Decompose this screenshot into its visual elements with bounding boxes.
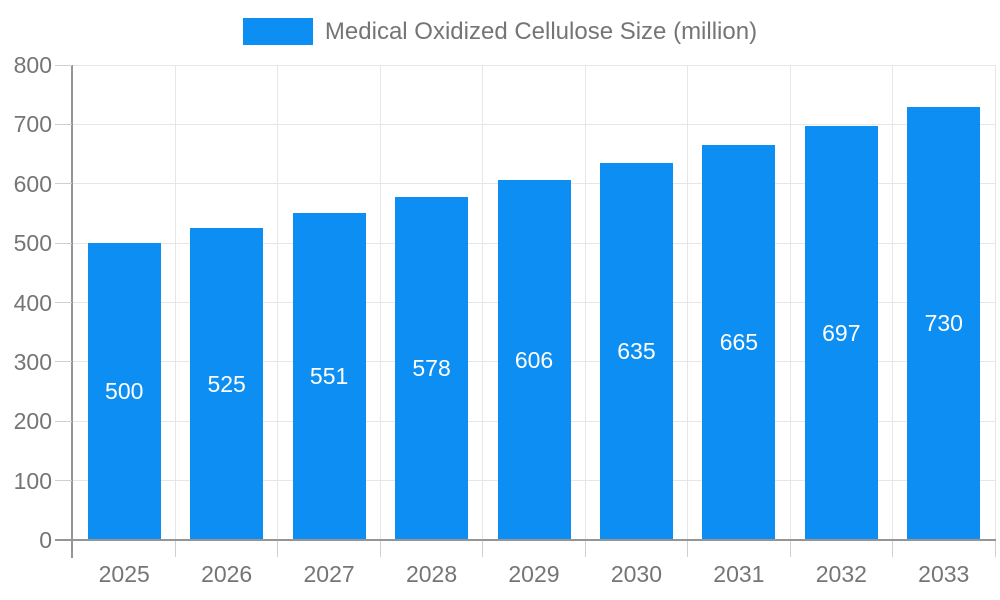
x-axis-line	[55, 539, 996, 541]
x-axis-tick	[584, 541, 586, 557]
y-axis-tick	[55, 480, 72, 482]
grid-line-vertical	[789, 65, 791, 540]
x-axis-tick	[174, 541, 176, 557]
grid-line-vertical	[687, 65, 689, 540]
y-axis-tick	[55, 183, 72, 185]
y-axis-tick	[55, 302, 72, 303]
bar[interactable]: 578	[395, 196, 469, 540]
plot-area: 500 525 551 578 606 635 665 697 730	[73, 64, 996, 540]
y-axis-tick	[55, 242, 72, 244]
legend-label: Medical Oxidized Cellulose Size (million…	[324, 18, 758, 45]
grid-line-vertical	[892, 65, 894, 540]
x-axis-tick	[994, 541, 996, 557]
grid-line-vertical	[994, 65, 996, 540]
x-tick-label: 2031	[713, 561, 765, 587]
bar-value-label: 635	[617, 337, 656, 364]
bar[interactable]: 697	[804, 126, 878, 540]
grid-line-vertical	[277, 65, 279, 540]
x-tick-label: 2028	[405, 561, 458, 587]
bar[interactable]: 500	[87, 243, 161, 540]
x-tick-label: 2027	[303, 561, 355, 587]
y-tick-label: 500	[13, 230, 52, 257]
legend-swatch	[242, 18, 313, 45]
y-tick-label: 700	[13, 111, 52, 138]
bar[interactable]: 665	[702, 145, 776, 540]
grid-line-vertical	[174, 65, 176, 540]
y-tick-label: 400	[13, 289, 52, 316]
y-tick-label: 100	[13, 467, 52, 494]
grid-line-vertical	[584, 65, 586, 540]
y-axis-tick	[55, 361, 72, 363]
bar[interactable]: 606	[497, 180, 571, 540]
y-tick-label: 600	[13, 170, 52, 197]
x-tick-label: 2032	[815, 561, 867, 587]
y-axis-tick	[55, 123, 72, 125]
y-tick-label: 300	[13, 348, 52, 375]
grid-line-vertical	[482, 65, 484, 540]
x-axis-tick	[379, 541, 381, 557]
y-tick-label: 200	[13, 408, 52, 435]
bar-value-label: 606	[514, 346, 554, 373]
grid-line-horizontal	[73, 123, 995, 125]
bar-value-label: 578	[412, 354, 451, 381]
x-axis-tick	[892, 541, 894, 557]
y-axis-line	[71, 65, 73, 558]
bar-value-label: 551	[309, 362, 349, 389]
bar[interactable]: 525	[190, 228, 264, 540]
legend-item[interactable]: Medical Oxidized Cellulose Size (million…	[0, 18, 1000, 45]
bar-value-label: 665	[719, 329, 759, 356]
y-axis-tick	[55, 64, 72, 66]
y-tick-label: 800	[13, 52, 52, 78]
x-tick-label: 2030	[610, 561, 663, 587]
bar[interactable]: 635	[599, 162, 673, 540]
x-axis-tick	[687, 541, 689, 557]
grid-line-horizontal	[73, 64, 995, 66]
bar[interactable]: 730	[907, 106, 981, 540]
bar-value-label: 697	[822, 319, 861, 346]
bar[interactable]: 551	[292, 212, 366, 540]
x-tick-label: 2029	[508, 561, 560, 587]
grid-line-vertical	[379, 65, 381, 540]
x-axis-tick	[789, 541, 791, 557]
bar-value-label: 500	[105, 378, 144, 405]
bar-value-label: 730	[924, 309, 963, 336]
x-axis-tick	[277, 541, 279, 557]
x-axis-tick	[482, 541, 484, 557]
bar-value-label: 525	[207, 370, 246, 397]
x-tick-label: 2025	[98, 561, 150, 587]
x-tick-label: 2026	[201, 561, 253, 587]
y-tick-label: 0	[39, 527, 52, 553]
x-tick-label: 2033	[918, 561, 970, 587]
y-axis-tick	[55, 420, 72, 422]
